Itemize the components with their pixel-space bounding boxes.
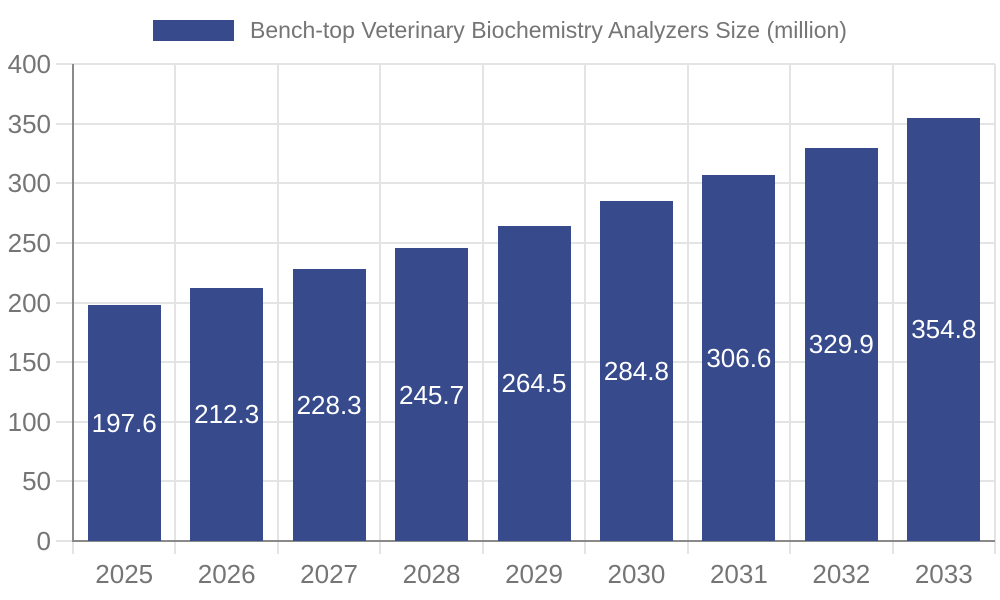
bar[interactable]: [804, 147, 878, 541]
bar[interactable]: [497, 225, 571, 541]
x-tick-label: 2031: [709, 559, 768, 589]
y-tick-label: 100: [7, 406, 51, 437]
x-tick-label: 2033: [914, 559, 973, 589]
bar[interactable]: [702, 175, 776, 541]
bar[interactable]: [907, 117, 981, 541]
bar[interactable]: [190, 287, 264, 541]
y-tick-label: 400: [7, 49, 51, 79]
y-axis-line: [72, 64, 74, 541]
x-gridline: [379, 64, 382, 554]
x-tick-label: 2025: [95, 559, 154, 589]
bar-value-label: 354.8: [911, 314, 977, 345]
bar[interactable]: [395, 248, 469, 541]
x-gridline: [994, 64, 996, 554]
legend-swatch-icon: [153, 19, 235, 41]
legend: Bench-top Veterinary Biochemistry Analyz…: [0, 17, 1000, 43]
y-tick-label: 250: [7, 227, 51, 258]
bar-value-label: 329.9: [808, 329, 874, 360]
x-gridline: [789, 64, 792, 554]
bar-value-label: 284.8: [603, 356, 669, 387]
legend-item[interactable]: Bench-top Veterinary Biochemistry Analyz…: [153, 17, 847, 43]
y-tick-label: 300: [7, 168, 51, 199]
y-gridline: [56, 122, 995, 125]
x-gridline: [891, 64, 894, 554]
y-tick-label: 0: [36, 526, 51, 556]
bar-value-label: 197.6: [91, 408, 157, 439]
y-gridline: [56, 63, 995, 65]
y-tick-label: 200: [7, 287, 51, 318]
x-gridline: [174, 64, 177, 554]
x-tick-label: 2030: [607, 559, 666, 589]
bar-value-label: 228.3: [296, 389, 362, 420]
bar-value-label: 306.6: [706, 343, 772, 374]
x-gridline: [584, 64, 587, 554]
bar-value-label: 245.7: [399, 379, 465, 410]
x-tick-label: 2029: [505, 559, 563, 589]
bar-value-label: 264.5: [501, 368, 567, 399]
legend-label: Bench-top Veterinary Biochemistry Analyz…: [250, 17, 847, 43]
x-gridline: [276, 64, 279, 554]
y-tick-label: 50: [22, 466, 51, 497]
x-tick-label: 2032: [812, 559, 871, 589]
bar[interactable]: [87, 305, 161, 541]
bar[interactable]: [292, 268, 366, 541]
x-gridline: [686, 64, 689, 554]
y-tick-label: 350: [7, 108, 51, 139]
x-tick-label: 2026: [197, 559, 256, 589]
y-gridline: [56, 182, 995, 185]
x-tick-label: 2028: [402, 559, 461, 589]
y-tick-label: 150: [7, 347, 51, 378]
bar[interactable]: [599, 201, 673, 541]
x-tick-label: 2027: [300, 559, 359, 589]
x-gridline: [481, 64, 484, 554]
x-axis-line: [72, 540, 995, 542]
bar-value-label: 212.3: [194, 399, 260, 430]
